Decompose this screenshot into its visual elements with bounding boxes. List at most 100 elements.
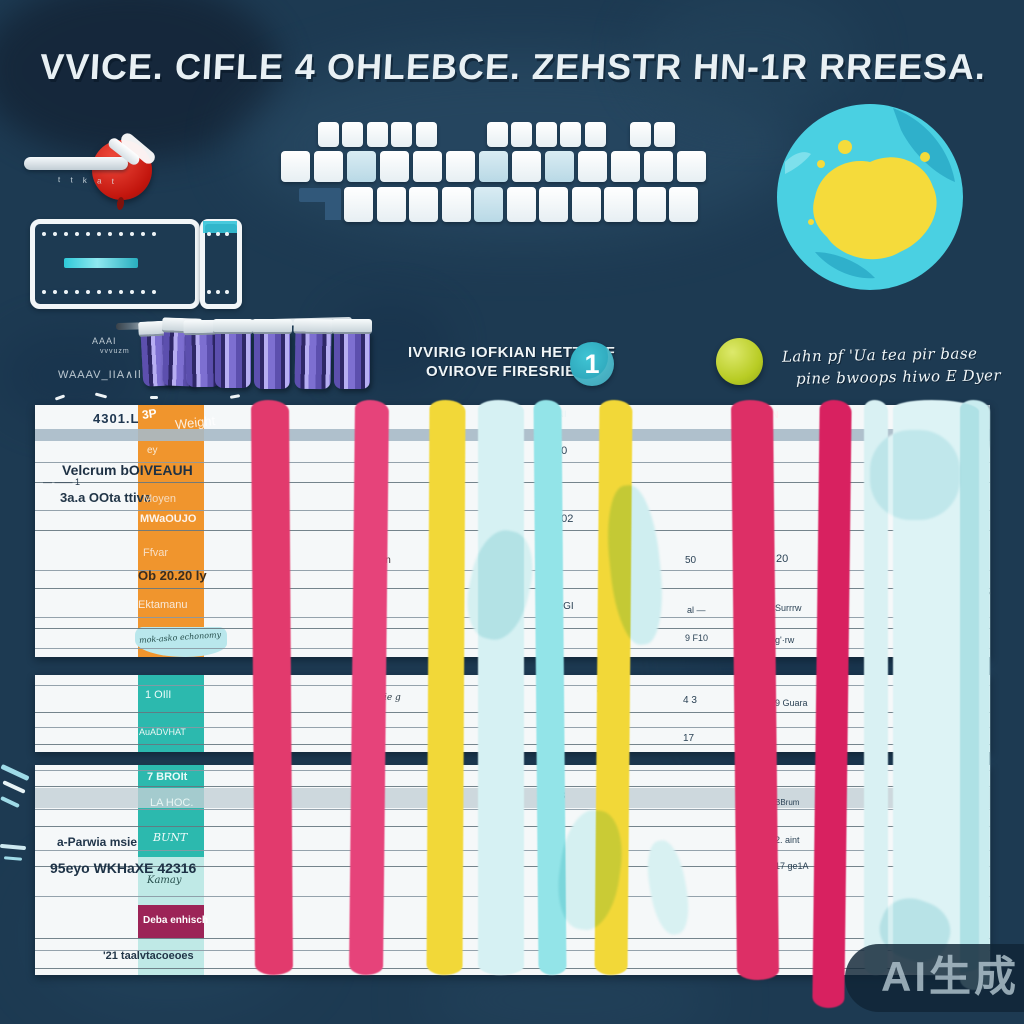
keyboard-key[interactable] (446, 151, 475, 182)
keyboard-key[interactable] (539, 187, 568, 222)
keyboard-shadow-shape (325, 198, 341, 220)
t2-v3: 9 Guara (775, 698, 808, 708)
tennis-ball-icon (716, 338, 763, 385)
keyboard-key[interactable] (630, 122, 651, 147)
panel-dot (130, 232, 134, 236)
t2-v1: 8 (597, 685, 603, 695)
panel-dot (108, 290, 112, 294)
panel-dot (75, 232, 79, 236)
keyboard-key[interactable] (604, 187, 633, 222)
slider-track[interactable] (24, 157, 128, 170)
t3-row2-label: 95eyo WKHaXE 42316 (50, 860, 197, 876)
paint-drip (116, 196, 125, 211)
t3-v6: 4 (595, 853, 601, 863)
keyboard-key[interactable] (636, 187, 666, 222)
keyboard-key[interactable] (578, 151, 607, 182)
keyboard-key[interactable] (409, 187, 438, 222)
table-row-line (35, 809, 990, 810)
accent-mark (150, 396, 158, 399)
keyboard-key[interactable] (677, 151, 706, 182)
keyboard-key[interactable] (584, 122, 606, 147)
t1-v1: 90 (555, 445, 568, 457)
panel-dot (75, 290, 79, 294)
accent-mark (0, 795, 20, 809)
keyboard-key[interactable] (611, 151, 640, 182)
t1-oc2: Moyen (143, 493, 177, 505)
keyboard-key[interactable] (344, 187, 373, 222)
panel-dot (64, 290, 68, 294)
table-row-line (35, 482, 990, 483)
t1-v15: B 2 (915, 636, 929, 646)
t2-v4: BIG (915, 695, 931, 705)
keyboard-key[interactable] (366, 122, 388, 147)
accent-mark (0, 843, 27, 851)
panel-accent-bar (203, 221, 237, 233)
keyboard-key[interactable] (441, 187, 471, 222)
panel-dot (97, 232, 101, 236)
table-row-line (35, 588, 990, 589)
ai-watermark: AI生成 (845, 944, 1024, 1012)
keyboard-key[interactable] (535, 122, 557, 147)
t2-v7: senevi (907, 733, 934, 743)
keyboard-key[interactable] (376, 187, 406, 222)
keyboard-key[interactable] (487, 122, 508, 147)
t3-v5: B mill (923, 837, 945, 847)
keyboard-key[interactable] (474, 187, 503, 222)
t1-v10: Surrrw (775, 603, 802, 613)
panel-dot (207, 232, 211, 236)
keyboard-key[interactable] (281, 151, 310, 182)
table-row-line (35, 685, 990, 686)
keyboard-key[interactable] (669, 187, 698, 222)
table-row-line (35, 617, 990, 618)
keyboard-key[interactable] (560, 122, 582, 147)
keyboard-key[interactable] (347, 151, 376, 182)
t2-v6: 17 (683, 733, 695, 744)
monitor-panel (30, 219, 200, 309)
keyboard-key[interactable] (654, 122, 676, 147)
table-row-line (35, 628, 990, 629)
keyboard-key[interactable] (380, 151, 409, 182)
keyboard-key[interactable] (415, 122, 437, 147)
pens-caption-2: vvvuzm (100, 348, 130, 355)
keyboard-key[interactable] (644, 151, 673, 182)
t1-v12: 92 (550, 627, 563, 639)
pencil-mark (971, 590, 991, 607)
accent-mark (3, 856, 23, 861)
t1-oc1: ey (147, 445, 158, 456)
pens-caption-3: WAAAV_IIA∧Il (58, 369, 142, 381)
keyboard-key[interactable] (545, 151, 574, 182)
keyboard-key[interactable] (413, 151, 442, 182)
t3-c5: Deba enhisch (143, 915, 209, 926)
t1-v16: Bun (373, 555, 391, 566)
panel-dot (141, 290, 145, 294)
keyboard-key[interactable] (511, 122, 533, 147)
right-note-line2: pine bwoops hiwo E Dyer (795, 366, 1002, 388)
keyboard-key[interactable] (342, 122, 364, 147)
t3-c3: BUNT (153, 831, 188, 844)
panel-dot (119, 290, 123, 294)
t1-oc6: Ektamanu (138, 599, 188, 611)
keyboard-key[interactable] (506, 187, 536, 222)
t1-oc4: Ffvar (143, 547, 169, 559)
orange-column (138, 405, 204, 657)
data-table-1: 4301.L 3P Weight JNNNI T'AI OI ANN SANGA… (35, 405, 991, 657)
table-row-line (35, 938, 990, 939)
panel-dot (141, 232, 145, 236)
panel-dot (42, 290, 46, 294)
keyboard-key[interactable] (479, 151, 508, 182)
table-row-line (35, 712, 990, 713)
keyboard-key[interactable] (318, 122, 339, 147)
center-note-line2: OVIROVE FIRESRIEER (426, 363, 598, 380)
t3-v2: 1 (597, 791, 603, 802)
t1-v2: 1 (603, 446, 610, 458)
keyboard-key[interactable] (391, 122, 413, 147)
number-badge: 1 (570, 342, 614, 386)
keyboard-key[interactable] (571, 187, 601, 222)
keyboard-key[interactable] (512, 151, 541, 182)
purple-marker-icon (294, 330, 332, 390)
accent-mark (0, 763, 30, 782)
panel-dot (216, 290, 220, 294)
keyboard-key[interactable] (314, 151, 343, 182)
panel-progress-bar (64, 258, 138, 268)
t1-v5: 50 (685, 555, 697, 566)
